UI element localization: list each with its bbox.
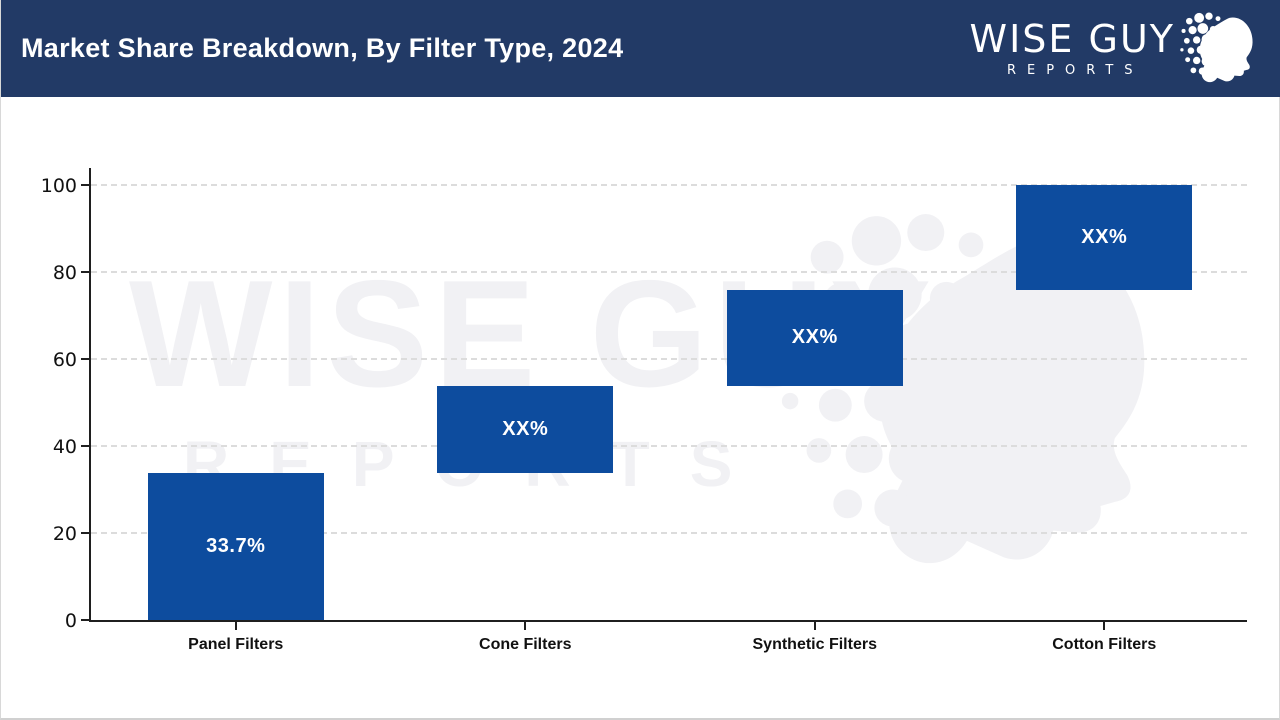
gridline	[91, 532, 1247, 534]
bar-value-label: XX%	[1081, 225, 1128, 248]
x-category-label: Panel Filters	[188, 636, 284, 653]
y-axis-tick	[81, 271, 89, 273]
y-axis-tick	[81, 184, 89, 186]
x-category-label: Cone Filters	[479, 636, 572, 653]
x-category-label: Synthetic Filters	[752, 636, 877, 653]
x-axis-tick	[1103, 622, 1106, 630]
logo-subtitle: REPORTS	[1006, 62, 1144, 78]
x-axis-tick	[813, 622, 816, 630]
x-axis-tick	[524, 622, 527, 630]
x-category-label: Cotton Filters	[1052, 636, 1157, 653]
y-axis-tick-label: 80	[52, 262, 77, 284]
bar-value-label: XX%	[502, 418, 549, 441]
y-axis-tick-label: 60	[52, 349, 77, 371]
y-axis-tick-label: 20	[52, 523, 77, 545]
page-title: Market Share Breakdown, By Filter Type, …	[21, 33, 624, 63]
gridline	[91, 271, 1247, 273]
logo-head-icon	[1180, 12, 1253, 82]
x-axis-tick	[234, 622, 237, 630]
gridline	[91, 184, 1247, 186]
y-axis-tick	[81, 445, 89, 447]
bar-value-label: XX%	[791, 326, 838, 349]
bar-synthetic-filters: XX%	[726, 289, 903, 386]
gridline	[91, 445, 1247, 447]
bar-cone-filters: XX%	[437, 385, 614, 474]
y-axis-tick	[81, 358, 89, 360]
gridline	[91, 358, 1247, 360]
plot-area: 0 20 40 60 80 100 33.7% Panel Filters XX% Cone Fi…	[41, 168, 1247, 653]
y-axis-tick	[81, 532, 89, 534]
bar-panel-filters: 33.7%	[147, 473, 324, 620]
logo-title: WISE GUY	[969, 16, 1175, 61]
header-bar: Market Share Breakdown, By Filter Type, …	[1, 0, 1280, 97]
bar-value-label: 33.7%	[206, 535, 266, 558]
wise-guy-logo: WISE GUY REPORTS	[970, 9, 1259, 89]
y-axis-tick	[81, 619, 89, 621]
y-axis-tick-label: 0	[64, 610, 77, 632]
logo-text: WISE GUY REPORTS	[970, 20, 1175, 78]
y-axis-tick-label: 40	[52, 436, 77, 458]
bar-cotton-filters: XX%	[1016, 185, 1193, 290]
y-axis-tick-label: 100	[40, 175, 77, 197]
